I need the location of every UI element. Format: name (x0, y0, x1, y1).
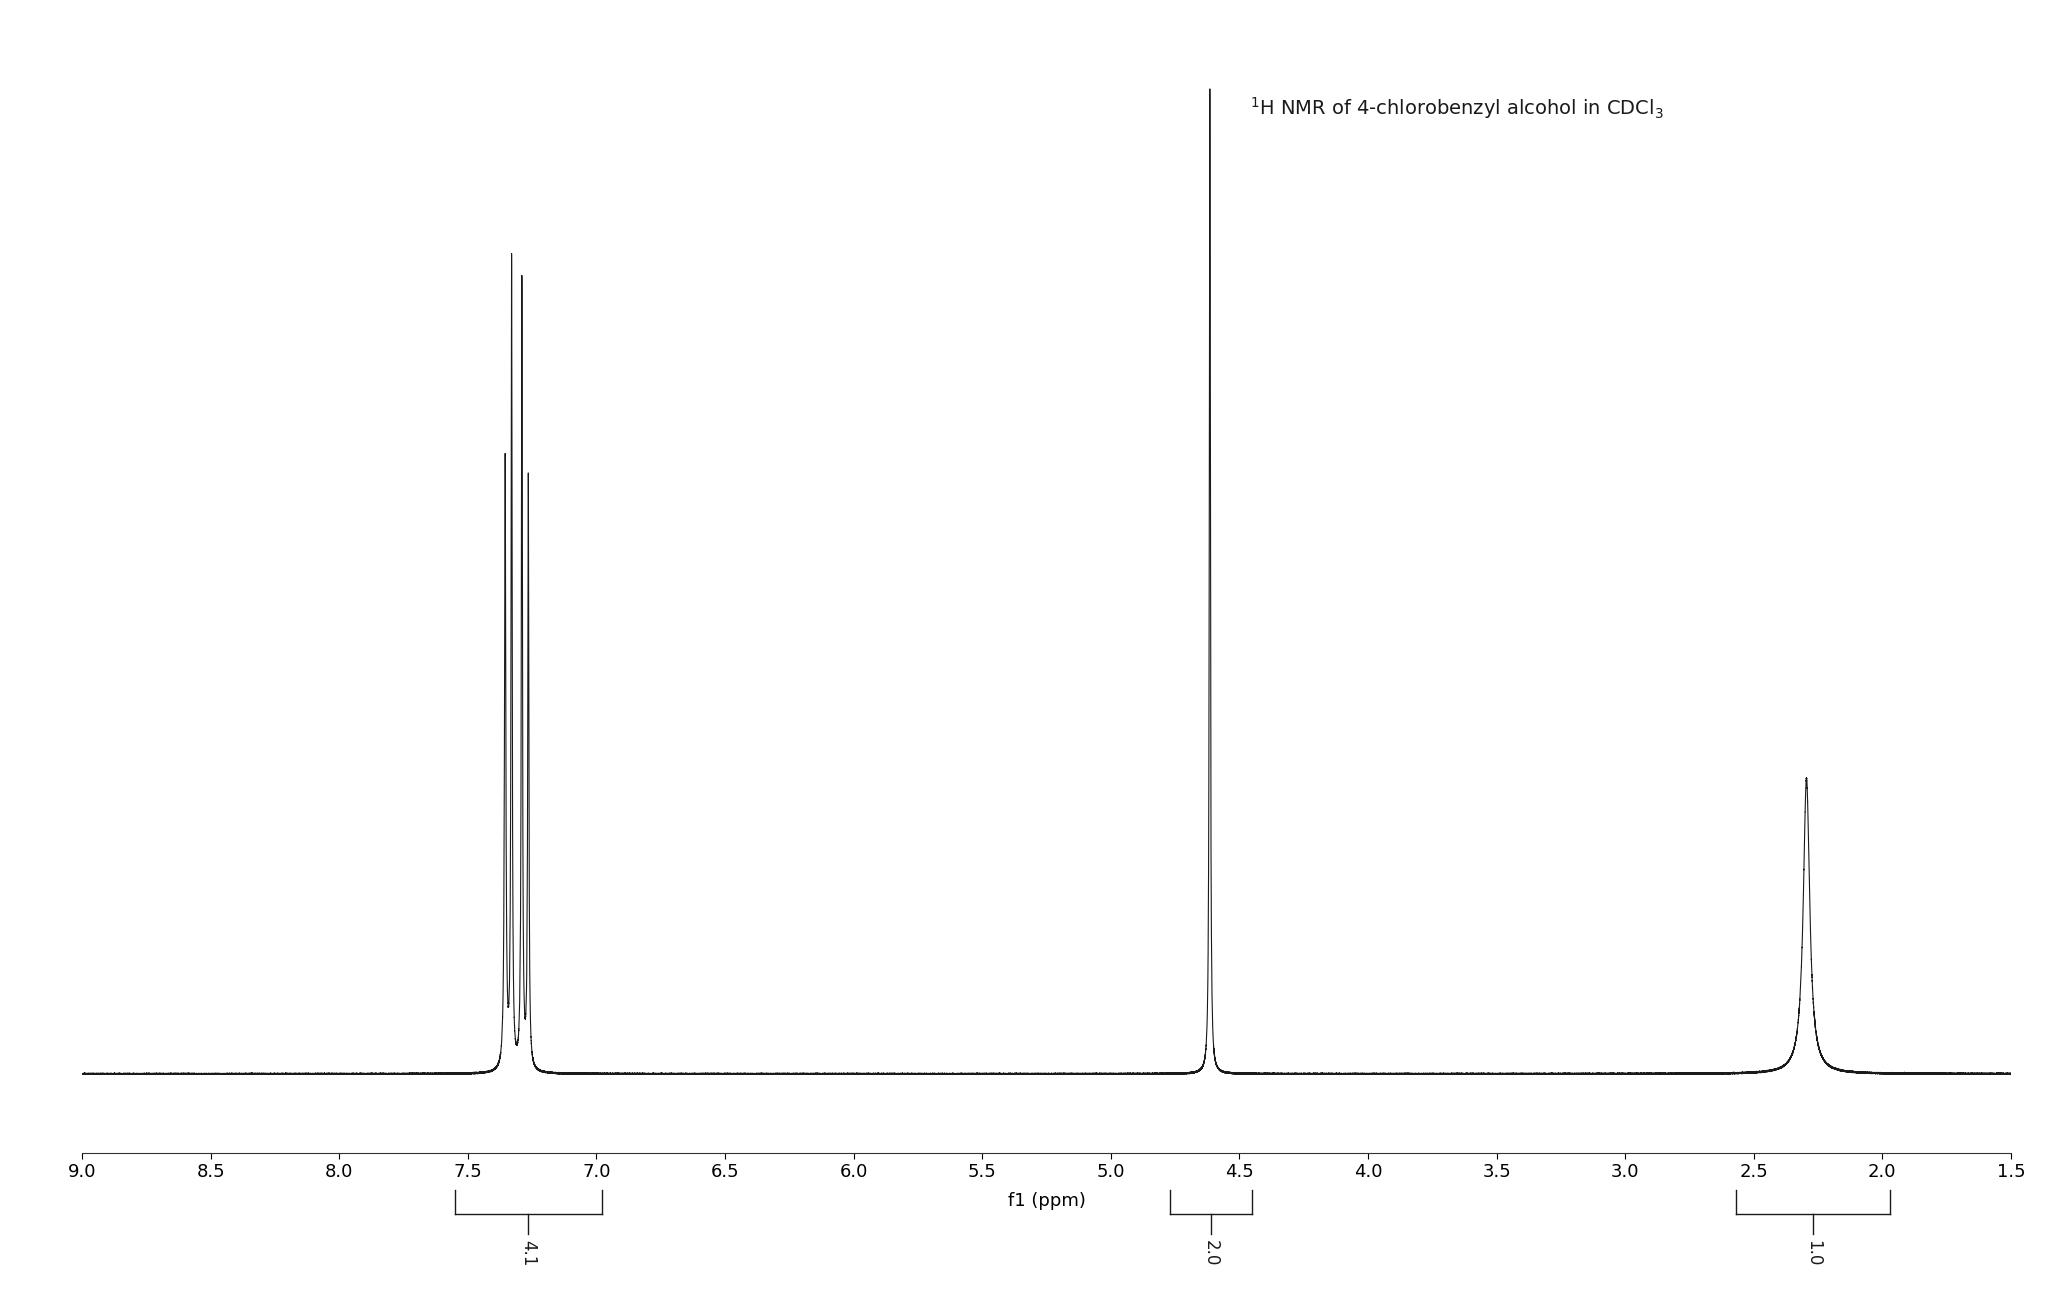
Text: 1.0: 1.0 (1804, 1239, 1822, 1265)
Text: $^{1}$H NMR of 4-chlorobenzyl alcohol in CDCl$_3$: $^{1}$H NMR of 4-chlorobenzyl alcohol in… (1250, 94, 1664, 121)
Text: 4.1: 4.1 (519, 1239, 538, 1265)
X-axis label: f1 (ppm): f1 (ppm) (1008, 1192, 1086, 1210)
Text: 2.0: 2.0 (1202, 1239, 1221, 1265)
